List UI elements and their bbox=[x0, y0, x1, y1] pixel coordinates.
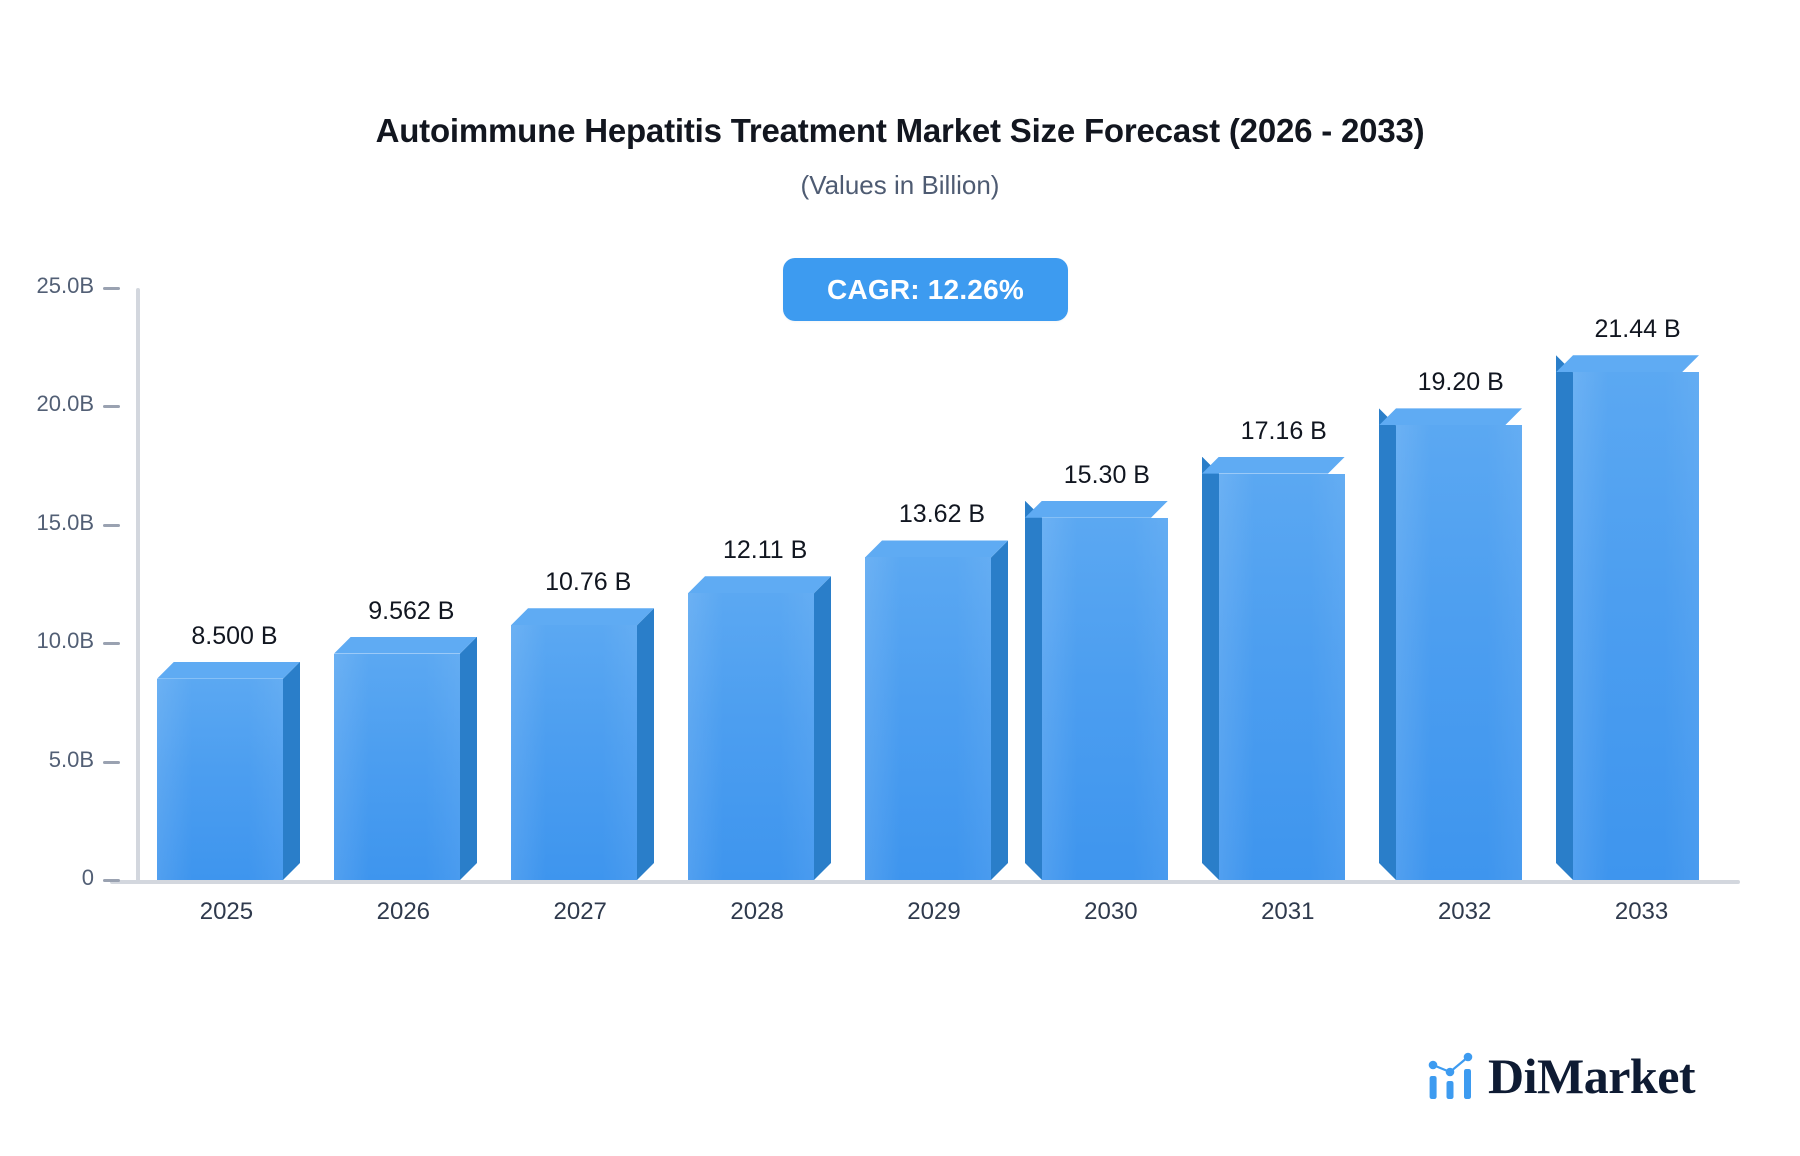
y-tick-label: 5.0B bbox=[48, 746, 94, 772]
chart-subtitle: (Values in Billion) bbox=[800, 170, 1000, 200]
bar-value-label: 10.76 B bbox=[545, 568, 632, 597]
y-tick-mark bbox=[103, 879, 120, 882]
y-tick-mark bbox=[103, 523, 120, 527]
cagr-badge: CAGR: 12.26% bbox=[783, 258, 1068, 321]
bar-value-label: 8.500 B bbox=[191, 621, 278, 650]
bar-value-label: 15.30 B bbox=[1063, 460, 1150, 489]
bar-front-face bbox=[1219, 473, 1345, 881]
bar-top-face bbox=[865, 540, 1008, 557]
bar-front-face bbox=[865, 557, 991, 880]
bar-side-face bbox=[814, 576, 831, 880]
x-tick-label-2027: 2027 bbox=[553, 898, 607, 925]
y-tick-mark bbox=[103, 287, 120, 290]
x-tick-label-2032: 2032 bbox=[1437, 898, 1492, 925]
bar-top-face bbox=[1025, 501, 1168, 518]
bar-value-label: 17.16 B bbox=[1240, 416, 1327, 445]
y-tick-mark bbox=[103, 760, 120, 764]
bar-front-face bbox=[334, 653, 460, 881]
bar-side-face bbox=[1025, 501, 1042, 880]
bar-side-face bbox=[991, 540, 1008, 880]
cagr-badge-label: CAGR: 12.26% bbox=[827, 273, 1024, 305]
bar-side-face bbox=[283, 662, 300, 880]
x-tick-label-2025: 2025 bbox=[199, 898, 254, 925]
y-tick-label: 20.0B bbox=[36, 391, 95, 417]
bar-chart-icon bbox=[1428, 1052, 1473, 1099]
bar-front-face bbox=[511, 625, 637, 880]
bar-top-face bbox=[511, 608, 654, 625]
brand-logo: DiMarket bbox=[1428, 1047, 1696, 1104]
bar-front-face bbox=[1396, 425, 1522, 880]
x-tick-label-2029: 2029 bbox=[907, 898, 961, 925]
bar-top-face bbox=[157, 662, 300, 679]
bar-front-face bbox=[157, 678, 283, 881]
x-tick-label-2026: 2026 bbox=[376, 898, 431, 925]
bar-side-face bbox=[460, 637, 477, 880]
bar-side-face bbox=[1556, 355, 1573, 880]
bar-side-face bbox=[1379, 408, 1396, 880]
bar-front-face bbox=[1573, 372, 1699, 880]
y-tick-label: 10.0B bbox=[36, 628, 95, 654]
bar-value-label: 21.44 B bbox=[1594, 315, 1681, 344]
page-title: Autoimmune Hepatitis Treatment Market Si… bbox=[375, 112, 1425, 149]
y-tick-label: 25.0B bbox=[36, 273, 95, 298]
bar-top-face bbox=[1379, 408, 1522, 425]
bar-value-label: 13.62 B bbox=[898, 500, 986, 529]
bar-value-label: 19.20 B bbox=[1417, 368, 1504, 397]
logo-wordmark: DiMarket bbox=[1488, 1047, 1696, 1104]
bar-side-face bbox=[637, 608, 654, 880]
y-tick-label: 0 bbox=[81, 865, 94, 890]
bar-top-face bbox=[688, 576, 831, 593]
x-tick-label-2033: 2033 bbox=[1614, 898, 1669, 925]
bar-front-face bbox=[688, 593, 814, 880]
y-axis-line bbox=[136, 288, 140, 882]
y-tick-mark bbox=[103, 405, 120, 409]
x-tick-label-2028: 2028 bbox=[730, 898, 784, 925]
bar-front-face bbox=[1042, 517, 1168, 881]
bar-side-face bbox=[1202, 457, 1219, 880]
bar-top-face bbox=[1202, 457, 1345, 474]
y-tick-label: 15.0B bbox=[36, 509, 95, 535]
y-tick-mark bbox=[103, 642, 120, 646]
x-axis-line bbox=[110, 880, 1740, 884]
bar-top-face bbox=[334, 637, 477, 654]
x-tick-label-2030: 2030 bbox=[1084, 898, 1138, 925]
bar-value-label: 12.11 B bbox=[722, 536, 808, 565]
bar-top-face bbox=[1556, 355, 1699, 372]
bar-value-label: 9.562 B bbox=[368, 596, 455, 625]
x-tick-label-2031: 2031 bbox=[1261, 898, 1315, 925]
